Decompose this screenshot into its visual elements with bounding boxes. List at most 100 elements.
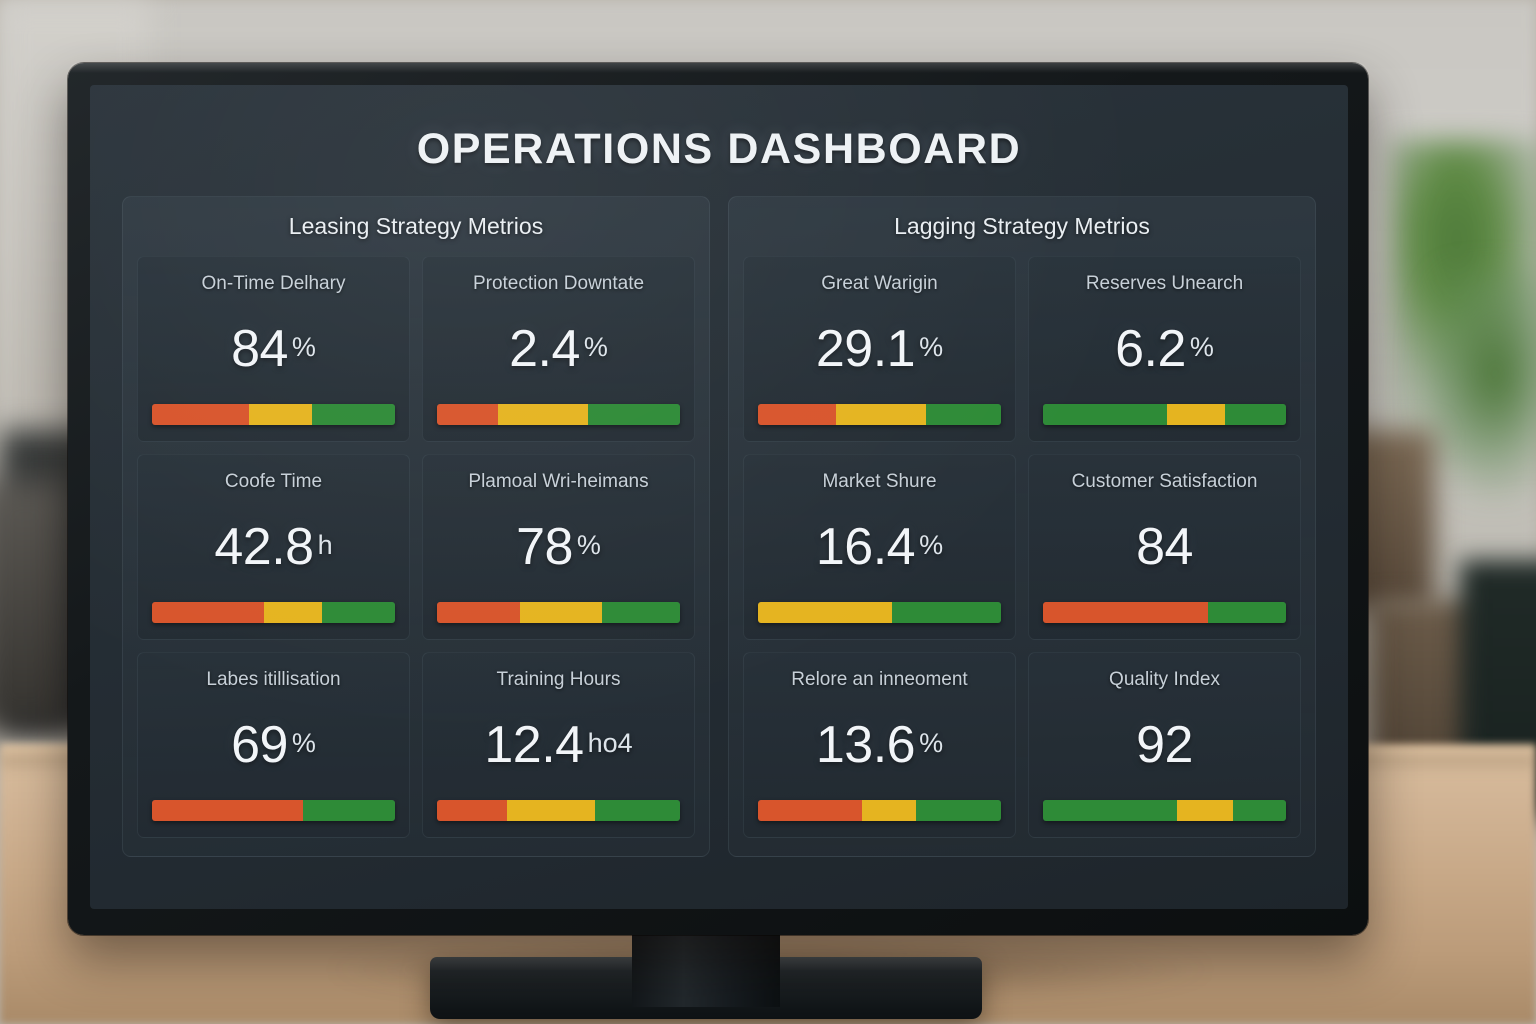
metric-unit: % [919, 727, 944, 758]
metric-value: 78 [516, 518, 573, 577]
page-title: OPERATIONS DASHBOARD [416, 125, 1022, 173]
metric-label: Labes itillisation [206, 669, 341, 690]
status-bar [758, 602, 1001, 623]
metric-label: Quality Index [1109, 669, 1220, 690]
status-bar-segment-red [437, 602, 520, 623]
metric-unit: % [919, 331, 944, 362]
metric-value-row: 69% [231, 691, 316, 800]
status-bar-segment-green [602, 602, 680, 623]
metric-card-grid: Great Warigin 29.1% Reserves Unearch 6.2% Ma… [743, 256, 1301, 838]
metric-value: 2.4 [509, 320, 580, 379]
status-bar [437, 800, 680, 821]
monitor-bezel: OPERATIONS DASHBOARD Leasing Strategy Me… [68, 63, 1368, 935]
status-bar-segment-red [437, 404, 498, 425]
metric-label: Training Hours [496, 669, 621, 690]
metric-label: Customer Satisfaction [1071, 471, 1258, 492]
status-bar-segment-green [1225, 404, 1286, 425]
status-bar-segment-red [152, 800, 303, 821]
panel-title: Leasing Strategy Metrios [288, 213, 544, 239]
metric-label: Market Shure [822, 471, 937, 492]
status-bar-segment-green [587, 404, 680, 425]
metric-value: 42.8 [214, 518, 314, 577]
status-bar-segment-green [925, 404, 1001, 425]
metric-card[interactable]: Protection Downtate 2.4% [422, 256, 695, 442]
dashboard-screen[interactable]: OPERATIONS DASHBOARD Leasing Strategy Me… [90, 85, 1348, 909]
panel-title: Lagging Strategy Metrios [894, 213, 1150, 239]
metric-value-row: 78% [516, 493, 601, 602]
metric-value: 69 [231, 716, 288, 775]
status-bar [152, 800, 395, 821]
status-bar-segment-green [915, 800, 1001, 821]
metric-unit: h [317, 529, 333, 560]
metric-value: 92 [1136, 716, 1193, 775]
panels-container: Leasing Strategy Metrios On-Time Delhary 8… [116, 196, 1322, 857]
metric-card[interactable]: Market Shure 16.4% [743, 454, 1016, 640]
status-bar-segment-red [758, 800, 863, 821]
metric-card[interactable]: Reserves Unearch 6.2% [1028, 256, 1301, 442]
status-bar-segment-yellow [1176, 800, 1233, 821]
status-bar [758, 800, 1001, 821]
status-bar-segment-green [302, 800, 395, 821]
metric-value-row: 84% [231, 295, 316, 404]
metric-unit: % [576, 529, 601, 560]
status-bar-segment-green [1043, 404, 1167, 425]
metrics-panel: Leasing Strategy Metrios On-Time Delhary 8… [122, 196, 710, 857]
metric-unit: % [1189, 331, 1214, 362]
metric-unit: ho4 [587, 727, 633, 758]
metric-card[interactable]: Relore an inneoment 13.6% [743, 652, 1016, 838]
metric-label: Plamoal Wri-heimans [468, 471, 649, 492]
metric-value-row: 84 [1136, 493, 1193, 602]
metric-value-row: 2.4% [509, 295, 608, 404]
metric-label: Relore an inneoment [791, 669, 968, 690]
status-bar-segment-green [891, 602, 1001, 623]
metric-card[interactable]: Great Warigin 29.1% [743, 256, 1016, 442]
monitor-stand-neck [632, 935, 780, 1007]
status-bar-segment-red [758, 404, 836, 425]
metric-card[interactable]: Training Hours 12.4 ho4 [422, 652, 695, 838]
status-bar-segment-green [594, 800, 680, 821]
status-bar-segment-yellow [263, 602, 323, 623]
status-bar [152, 404, 395, 425]
metric-value: 13.6 [815, 716, 916, 775]
metric-value-row: 92 [1136, 691, 1193, 800]
metric-value: 84 [1136, 518, 1193, 577]
metric-card[interactable]: Labes itillisation 69% [137, 652, 410, 838]
metric-card[interactable]: Quality Index 92 [1028, 652, 1301, 838]
status-bar-segment-yellow [835, 404, 926, 425]
status-bar [758, 404, 1001, 425]
status-bar-segment-yellow [758, 602, 892, 623]
metric-card[interactable]: Coofe Time 42.8 h [137, 454, 410, 640]
metric-card[interactable]: Customer Satisfaction 84 [1028, 454, 1301, 640]
metric-value-row: 12.4 ho4 [484, 691, 632, 800]
status-bar [1043, 404, 1286, 425]
metric-value-row: 16.4% [816, 493, 943, 602]
status-bar-segment-green [1043, 800, 1177, 821]
status-bar-segment-yellow [497, 404, 588, 425]
status-bar-segment-yellow [507, 800, 595, 821]
status-bar-segment-red [152, 602, 264, 623]
status-bar-segment-green [322, 602, 395, 623]
status-bar [1043, 800, 1286, 821]
metric-label: Reserves Unearch [1085, 273, 1244, 294]
metric-value: 29.1 [815, 320, 916, 379]
metric-value-row: 13.6% [816, 691, 943, 800]
status-bar-segment-green [1208, 602, 1286, 623]
metric-value-row: 29.1% [816, 295, 943, 404]
metric-label: On-Time Delhary [201, 273, 346, 294]
metrics-panel: Lagging Strategy Metrios Great Warigin 29.… [728, 196, 1316, 857]
metric-card[interactable]: On-Time Delhary 84% [137, 256, 410, 442]
metric-card[interactable]: Plamoal Wri-heimans 78% [422, 454, 695, 640]
status-bar-segment-yellow [1166, 404, 1226, 425]
bezel-sheen [68, 63, 1368, 73]
metric-label: Great Warigin [821, 273, 938, 294]
status-bar-segment-red [437, 800, 508, 821]
status-bar [437, 602, 680, 623]
background-furniture-left-2 [0, 480, 70, 730]
status-bar-segment-yellow [862, 800, 916, 821]
metric-label: Coofe Time [224, 471, 323, 492]
metric-unit: % [291, 331, 316, 362]
status-bar-segment-yellow [519, 602, 603, 623]
metric-value: 12.4 [484, 716, 584, 775]
metric-value: 84 [231, 320, 288, 379]
metric-unit: % [583, 331, 608, 362]
